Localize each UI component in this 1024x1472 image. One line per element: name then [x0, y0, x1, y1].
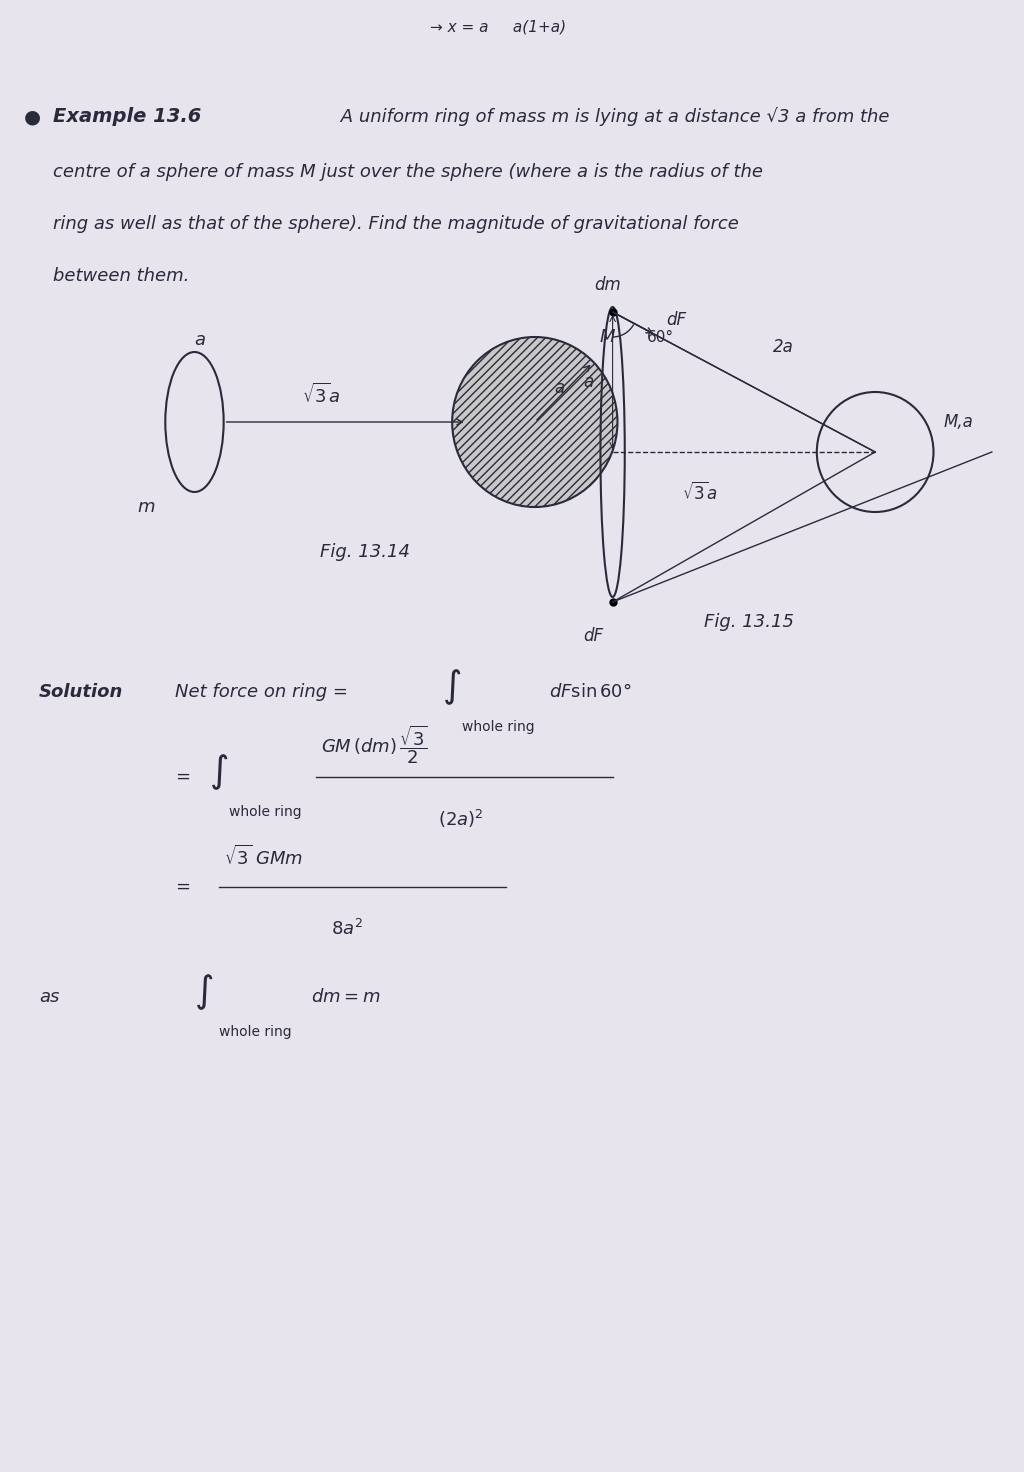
- Text: ●: ●: [25, 107, 41, 127]
- Text: $8a^2$: $8a^2$: [331, 919, 362, 939]
- Text: Solution: Solution: [39, 683, 123, 701]
- Text: dF: dF: [583, 627, 603, 645]
- Circle shape: [453, 337, 617, 506]
- Text: centre of a sphere of mass M just over the sphere (where a is the radius of the: centre of a sphere of mass M just over t…: [53, 163, 764, 181]
- Text: dF: dF: [666, 311, 686, 330]
- Text: $\int$: $\int$: [442, 667, 462, 707]
- Text: whole ring: whole ring: [462, 720, 535, 735]
- Text: a: a: [584, 372, 594, 392]
- Text: Fig. 13.14: Fig. 13.14: [319, 543, 410, 561]
- Text: whole ring: whole ring: [228, 805, 301, 818]
- Text: M: M: [600, 328, 615, 346]
- Text: M,a: M,a: [943, 414, 973, 431]
- Text: a: a: [554, 378, 564, 397]
- Text: $\sqrt{3}a$: $\sqrt{3}a$: [682, 481, 718, 503]
- Text: 2a: 2a: [773, 339, 794, 356]
- Text: $GM\,(dm)\,\dfrac{\sqrt{3}}{2}$: $GM\,(dm)\,\dfrac{\sqrt{3}}{2}$: [321, 724, 428, 767]
- Text: $(2a)^2$: $(2a)^2$: [437, 808, 483, 830]
- Text: Fig. 13.15: Fig. 13.15: [703, 612, 794, 631]
- Text: Net force on ring =: Net force on ring =: [175, 683, 348, 701]
- Text: A uniform ring of mass m is lying at a distance √3 a from the: A uniform ring of mass m is lying at a d…: [336, 107, 890, 127]
- Text: a: a: [194, 331, 205, 349]
- Text: → x = a     a(1+a): → x = a a(1+a): [430, 19, 566, 34]
- Text: $\sqrt{3}a$: $\sqrt{3}a$: [302, 383, 340, 406]
- Text: $\int$: $\int$: [195, 972, 214, 1011]
- Text: $dF \sin 60°$: $dF \sin 60°$: [550, 683, 632, 701]
- Text: $\int$: $\int$: [209, 752, 228, 792]
- Text: whole ring: whole ring: [219, 1025, 292, 1039]
- Text: 60°: 60°: [646, 330, 674, 344]
- Text: m: m: [137, 498, 155, 517]
- Text: between them.: between them.: [53, 266, 189, 286]
- Text: =: =: [175, 877, 190, 896]
- Text: $dm = m$: $dm = m$: [311, 988, 381, 1005]
- Text: dm: dm: [594, 277, 622, 294]
- Text: $\sqrt{3}\;GMm$: $\sqrt{3}\;GMm$: [223, 845, 303, 868]
- Text: as: as: [39, 988, 59, 1005]
- Text: =: =: [175, 768, 190, 786]
- Text: Example 13.6: Example 13.6: [53, 107, 202, 127]
- Text: ring as well as that of the sphere). Find the magnitude of gravitational force: ring as well as that of the sphere). Fin…: [53, 215, 739, 233]
